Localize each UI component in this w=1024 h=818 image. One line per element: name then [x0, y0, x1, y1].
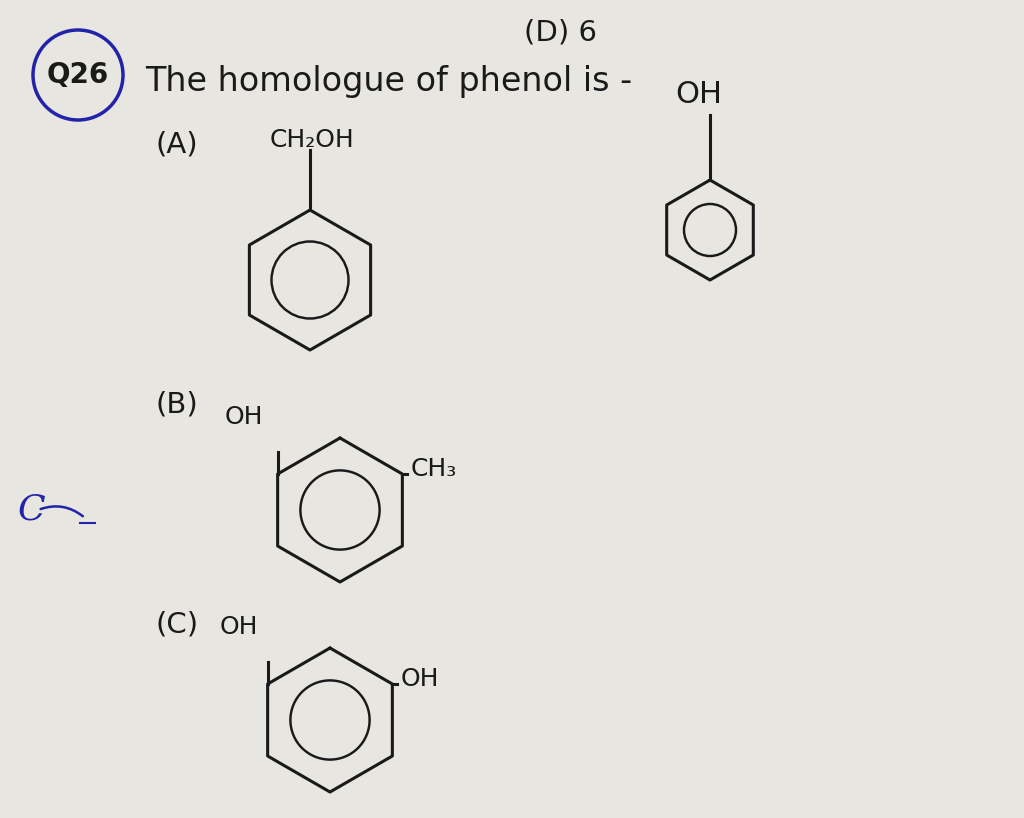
Text: OH: OH — [675, 80, 722, 109]
Text: (A): (A) — [155, 130, 198, 158]
Text: OH: OH — [224, 405, 262, 429]
Text: (B): (B) — [155, 390, 198, 418]
Text: (D) 6: (D) 6 — [523, 18, 597, 46]
Text: Q26: Q26 — [47, 61, 110, 89]
Text: C: C — [18, 493, 46, 527]
Text: OH: OH — [219, 615, 258, 639]
Text: OH: OH — [400, 667, 439, 691]
Text: CH₂OH: CH₂OH — [270, 128, 354, 152]
Text: CH₃: CH₃ — [411, 457, 457, 481]
Text: The homologue of phenol is -: The homologue of phenol is - — [145, 65, 632, 98]
Text: (C): (C) — [155, 610, 198, 638]
